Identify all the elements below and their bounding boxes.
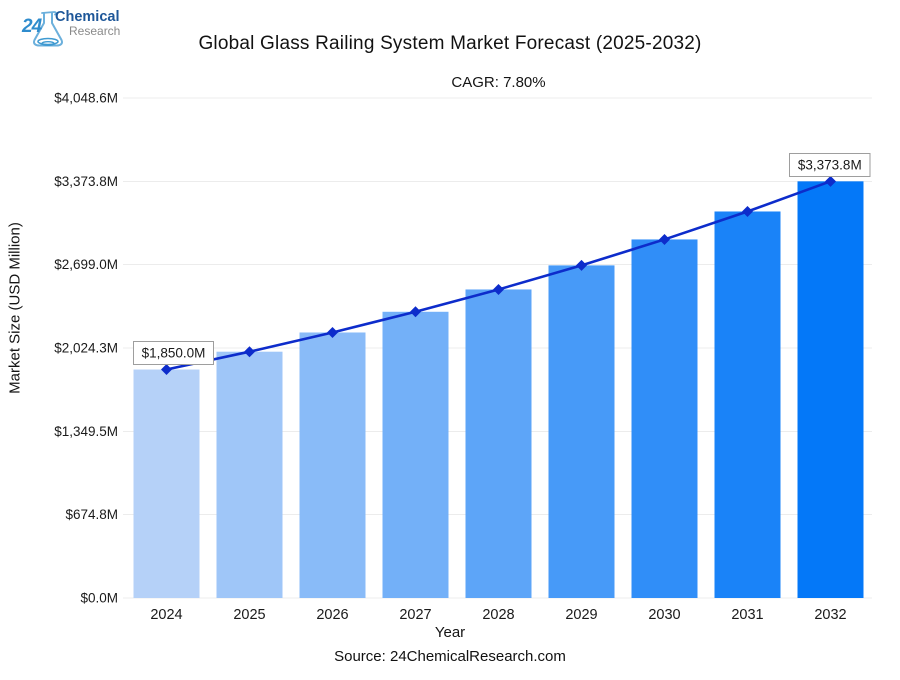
bar-2024 bbox=[133, 369, 200, 598]
data-point-marker bbox=[493, 283, 504, 295]
x-tick-label: 2030 bbox=[648, 607, 680, 623]
data-point-marker bbox=[576, 259, 587, 271]
y-tick-label: $4,048.6M bbox=[54, 91, 118, 106]
bar-2025 bbox=[216, 351, 283, 598]
y-tick-label: $1,349.5M bbox=[54, 424, 118, 439]
x-tick-label: 2024 bbox=[150, 607, 182, 623]
logo-number: 24 bbox=[22, 16, 42, 37]
x-tick-label: 2028 bbox=[482, 607, 514, 623]
x-tick-label: 2031 bbox=[731, 607, 763, 623]
data-label-text: $3,373.8M bbox=[798, 157, 862, 172]
data-point-marker bbox=[244, 346, 255, 358]
logo-word-research: Research bbox=[69, 24, 121, 39]
x-tick-label: 2025 bbox=[233, 607, 265, 623]
data-label-box bbox=[132, 341, 215, 366]
bar-2032 bbox=[797, 181, 864, 598]
x-axis-title: Year bbox=[434, 624, 466, 641]
y-tick-label: $674.8M bbox=[65, 507, 118, 522]
y-axis-title: Market Size (USD Million) bbox=[6, 222, 24, 394]
bar-2029 bbox=[548, 265, 615, 598]
bar-2028 bbox=[465, 289, 532, 598]
flask-icon bbox=[33, 11, 63, 47]
data-label-box bbox=[789, 152, 871, 177]
chart-title: Global Glass Railing System Market Forec… bbox=[198, 33, 702, 54]
y-tick-label: $0.0M bbox=[80, 591, 118, 606]
bar-2027 bbox=[382, 311, 449, 598]
y-tick-label: $3,373.8M bbox=[54, 174, 118, 189]
y-tick-label: $2,024.3M bbox=[54, 341, 118, 356]
bar-2026 bbox=[299, 332, 366, 598]
x-tick-label: 2026 bbox=[316, 607, 348, 623]
source-caption: Source: 24ChemicalResearch.com bbox=[334, 648, 566, 665]
bar-2030 bbox=[631, 239, 698, 598]
data-point-marker bbox=[659, 233, 670, 245]
data-point-marker bbox=[327, 326, 338, 338]
data-point-marker bbox=[825, 175, 836, 187]
x-tick-label: 2027 bbox=[399, 607, 431, 623]
x-tick-label: 2032 bbox=[814, 607, 846, 623]
chart-subtitle: CAGR: 7.80% bbox=[451, 74, 546, 91]
brand-logo: 24 Chemical Research bbox=[22, 9, 132, 49]
data-point-marker bbox=[410, 306, 421, 318]
data-point-marker bbox=[161, 364, 172, 376]
data-point-marker bbox=[742, 205, 753, 217]
x-tick-label: 2029 bbox=[565, 607, 597, 623]
data-label-text: $1,850.0M bbox=[142, 346, 206, 361]
bar-2031 bbox=[714, 211, 781, 598]
y-tick-label: $2,699.0M bbox=[54, 257, 118, 272]
logo-wordmark: Chemical Research bbox=[55, 9, 121, 39]
logo-word-chemical: Chemical bbox=[55, 9, 120, 25]
